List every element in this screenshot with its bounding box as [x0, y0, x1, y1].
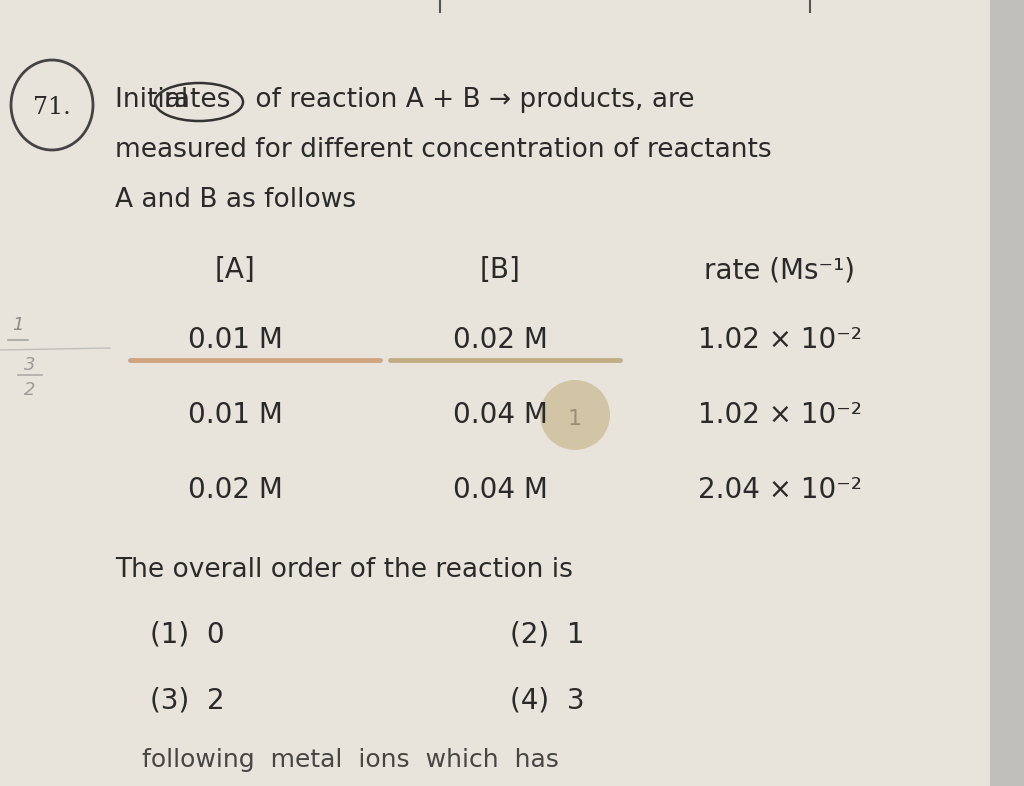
Text: 2: 2 — [25, 381, 36, 399]
Text: 1.02 × 10⁻²: 1.02 × 10⁻² — [698, 401, 862, 429]
Text: (2)  1: (2) 1 — [510, 621, 585, 649]
Text: 1: 1 — [12, 316, 24, 334]
Text: rate (Ms⁻¹): rate (Ms⁻¹) — [705, 256, 855, 284]
Text: [A]: [A] — [215, 256, 255, 284]
Text: rates: rates — [163, 87, 230, 113]
Text: (4)  3: (4) 3 — [510, 686, 585, 714]
Text: (1)  0: (1) 0 — [150, 621, 224, 649]
Text: 0.02 M: 0.02 M — [187, 476, 283, 504]
Text: 0.04 M: 0.04 M — [453, 476, 548, 504]
Text: [B]: [B] — [479, 256, 520, 284]
Bar — [990, 0, 1024, 786]
Text: of reaction A + B → products, are: of reaction A + B → products, are — [247, 87, 694, 113]
Text: 0.04 M: 0.04 M — [453, 401, 548, 429]
Text: (3)  2: (3) 2 — [150, 686, 224, 714]
Text: 0.01 M: 0.01 M — [187, 401, 283, 429]
Text: 71.: 71. — [33, 97, 71, 119]
Text: The overall order of the reaction is: The overall order of the reaction is — [115, 557, 572, 583]
Text: 2.04 × 10⁻²: 2.04 × 10⁻² — [698, 476, 862, 504]
Text: 1.02 × 10⁻²: 1.02 × 10⁻² — [698, 326, 862, 354]
Text: 0.02 M: 0.02 M — [453, 326, 548, 354]
Text: Initial: Initial — [115, 87, 197, 113]
Circle shape — [540, 380, 610, 450]
Text: 1: 1 — [568, 409, 582, 429]
Text: measured for different concentration of reactants: measured for different concentration of … — [115, 137, 772, 163]
Text: A and B as follows: A and B as follows — [115, 187, 356, 213]
Text: 3: 3 — [25, 356, 36, 374]
Text: following  metal  ions  which  has: following metal ions which has — [141, 748, 558, 772]
Text: 0.01 M: 0.01 M — [187, 326, 283, 354]
